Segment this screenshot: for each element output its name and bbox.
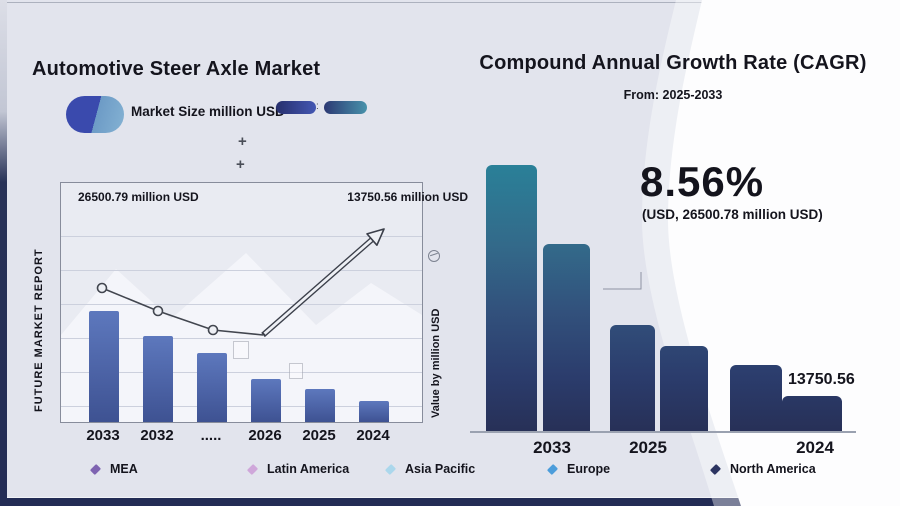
cagr-value: 8.56% [640, 158, 765, 205]
legend-label: Latin America [267, 462, 350, 476]
bottom-navy-strip [0, 497, 900, 506]
x-label-2025: 2025 [302, 427, 336, 444]
legend-item-latin-america: Latin America [246, 462, 350, 476]
legend-diamond-icon [246, 463, 259, 475]
ghost-document-icon [289, 363, 303, 379]
cagr-period: From: 2025-2033 [623, 88, 723, 102]
capsule-pill-icon [66, 96, 124, 133]
cagr-x-label-2033: 2033 [533, 438, 571, 457]
legend-diamond-icon [89, 463, 102, 475]
legend-diamond-icon [709, 463, 722, 475]
left-navy-strip [0, 0, 7, 506]
cagr-context-value: (USD, 26500.78 million USD) [642, 207, 823, 222]
legend-label: Europe [567, 462, 611, 476]
legend-item-mea: MEA [89, 462, 138, 476]
step-bracket-decoration [603, 272, 642, 290]
chart-value-label-right: 13750.56 million USD [347, 190, 468, 204]
x-axis-line [470, 431, 856, 433]
x-label-.....: ..... [200, 427, 222, 444]
x-label-2032: 2032 [140, 427, 174, 444]
cagr-bar-2033-1 [486, 165, 537, 431]
circle-slash-icon [428, 250, 440, 262]
legend-label: Asia Pacific [405, 462, 476, 476]
legend-diamond-icon [546, 463, 559, 475]
top-hairline [0, 2, 880, 3]
legend-diamond-icon [384, 463, 397, 475]
bar-value-annotation: 13750.56 [788, 371, 855, 388]
x-label-2024: 2024 [356, 427, 390, 444]
cagr-bar-2025-2 [660, 346, 708, 431]
cagr-bar-2024-2 [782, 396, 842, 431]
ghost-document-icon [233, 341, 249, 359]
legend-item-north-america: North America [709, 462, 816, 476]
plus-decoration-icon: + [236, 156, 245, 173]
x-label-2033: 2033 [86, 427, 120, 444]
x-label-2026: 2026 [248, 427, 282, 444]
legend-label: North America [730, 462, 816, 476]
cagr-title: Compound Annual Growth Rate (CAGR) [479, 52, 867, 74]
legend-item-asia-pacific: Asia Pacific [384, 462, 476, 476]
cagr-x-label-2025: 2025 [629, 438, 667, 457]
cagr-x-label-2024: 2024 [796, 438, 834, 457]
chart-gridlines [61, 203, 422, 422]
page-title: Automotive Steer Axle Market [32, 58, 321, 80]
ratio-separator: : [316, 101, 319, 112]
market-size-x-axis-labels: 2033 2032..... 2026 2025 2024 [60, 427, 421, 447]
bar-2025 [305, 389, 335, 422]
market-size-bars [61, 183, 422, 422]
bar-2033 [89, 311, 119, 422]
market-size-label: Market Size million USD [131, 104, 285, 119]
cagr-bar-2024-1 [730, 365, 782, 431]
trend-line-and-growth-arrow [96, 228, 385, 338]
future-market-report-watermark: FUTURE MARKET REPORT [33, 248, 45, 412]
mini-pill-icon-left [276, 101, 316, 114]
cagr-bar-2025-1 [610, 325, 655, 431]
legend-item-europe: Europe [546, 462, 611, 476]
bar-..... [197, 353, 227, 422]
bar-2032 [143, 336, 173, 422]
bar-2024 [359, 401, 389, 422]
market-size-chart: 26500.79 million USD 13750.56 million US… [60, 182, 468, 423]
y-axis-label: Value by million USD [430, 308, 442, 418]
mini-pill-icon-right [324, 101, 367, 114]
cagr-bar-2033-2 [543, 244, 590, 431]
legend-label: MEA [110, 462, 138, 476]
plus-decoration-icon: + [238, 133, 247, 150]
chart-value-label-left: 26500.79 million USD [78, 190, 199, 204]
bar-2026 [251, 379, 281, 422]
